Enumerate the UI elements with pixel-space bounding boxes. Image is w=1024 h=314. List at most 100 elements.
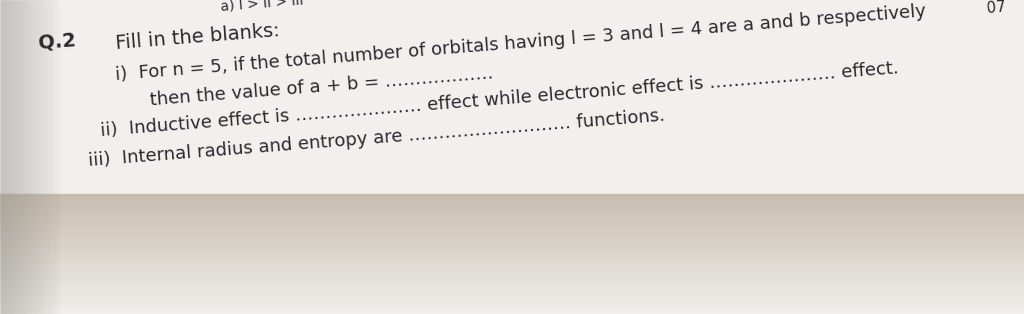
Bar bbox=[0, 299, 1024, 300]
Bar bbox=[0, 287, 1024, 288]
Bar bbox=[0, 260, 1024, 261]
Bar bbox=[0, 229, 1024, 230]
Text: a) I > II > III: a) I > II > III bbox=[220, 0, 304, 14]
Bar bbox=[0, 271, 1024, 272]
Bar bbox=[0, 307, 1024, 308]
Bar bbox=[0, 199, 1024, 200]
Bar bbox=[0, 215, 1024, 216]
Bar bbox=[0, 204, 1024, 205]
Bar bbox=[0, 228, 1024, 229]
Bar bbox=[0, 235, 1024, 236]
Bar bbox=[0, 0, 1024, 194]
Bar bbox=[0, 266, 1024, 267]
Bar bbox=[0, 282, 1024, 283]
Bar bbox=[0, 298, 1024, 299]
Bar bbox=[0, 292, 1024, 293]
Bar bbox=[0, 212, 1024, 213]
Bar bbox=[0, 216, 1024, 217]
Bar bbox=[0, 207, 1024, 208]
Bar bbox=[0, 240, 1024, 241]
Bar bbox=[0, 217, 1024, 218]
Bar bbox=[0, 283, 1024, 284]
Bar bbox=[0, 269, 1024, 270]
Bar bbox=[0, 208, 1024, 209]
Bar bbox=[0, 206, 1024, 207]
Bar bbox=[0, 267, 1024, 268]
Bar bbox=[0, 296, 1024, 297]
Bar bbox=[0, 312, 1024, 313]
Bar bbox=[0, 200, 1024, 201]
Bar bbox=[0, 244, 1024, 245]
Text: ii)  Inductive effect is ………………… effect while electronic effect is ………………… effec: ii) Inductive effect is ………………… effect w… bbox=[100, 59, 899, 140]
Bar bbox=[0, 221, 1024, 222]
Bar bbox=[0, 223, 1024, 224]
Bar bbox=[0, 313, 1024, 314]
Bar bbox=[0, 201, 1024, 202]
Bar bbox=[0, 211, 1024, 212]
Bar bbox=[0, 224, 1024, 225]
Text: 07: 07 bbox=[986, 0, 1007, 16]
Bar bbox=[0, 219, 1024, 220]
Bar bbox=[0, 259, 1024, 260]
Bar bbox=[0, 195, 1024, 196]
Bar bbox=[0, 305, 1024, 306]
Bar bbox=[0, 257, 1024, 258]
Bar bbox=[0, 220, 1024, 221]
Bar bbox=[0, 237, 1024, 238]
Bar bbox=[0, 230, 1024, 231]
Bar bbox=[0, 231, 1024, 232]
Bar bbox=[0, 226, 1024, 227]
Bar bbox=[0, 262, 1024, 263]
Bar bbox=[0, 261, 1024, 262]
Bar bbox=[0, 291, 1024, 292]
Bar bbox=[0, 255, 1024, 256]
Bar bbox=[0, 253, 1024, 254]
Bar bbox=[0, 284, 1024, 285]
Bar bbox=[0, 304, 1024, 305]
Bar bbox=[0, 303, 1024, 304]
Bar bbox=[0, 268, 1024, 269]
Bar bbox=[0, 198, 1024, 199]
Bar bbox=[0, 252, 1024, 253]
Bar bbox=[0, 202, 1024, 203]
Bar bbox=[0, 301, 1024, 302]
Bar bbox=[0, 251, 1024, 252]
Bar bbox=[0, 249, 1024, 250]
Bar bbox=[0, 294, 1024, 295]
Bar bbox=[0, 209, 1024, 210]
Bar bbox=[0, 302, 1024, 303]
Bar bbox=[0, 238, 1024, 239]
Bar bbox=[0, 286, 1024, 287]
Bar bbox=[0, 250, 1024, 251]
Bar bbox=[0, 256, 1024, 257]
Bar bbox=[0, 280, 1024, 281]
Bar bbox=[0, 276, 1024, 277]
Bar bbox=[0, 300, 1024, 301]
Bar bbox=[0, 243, 1024, 244]
Bar bbox=[0, 310, 1024, 311]
Bar bbox=[0, 258, 1024, 259]
Bar bbox=[0, 239, 1024, 240]
Text: i)  For n = 5, if the total number of orbitals having l = 3 and l = 4 are a and : i) For n = 5, if the total number of orb… bbox=[115, 2, 927, 84]
Bar bbox=[0, 225, 1024, 226]
Text: Fill in the blanks:: Fill in the blanks: bbox=[115, 21, 281, 53]
Text: iii)  Internal radius and entropy are ……………………… functions.: iii) Internal radius and entropy are ………… bbox=[88, 107, 666, 170]
Bar bbox=[0, 311, 1024, 312]
Bar bbox=[0, 222, 1024, 223]
Bar bbox=[0, 288, 1024, 289]
Bar bbox=[0, 281, 1024, 282]
Bar bbox=[0, 263, 1024, 264]
Bar bbox=[0, 227, 1024, 228]
Bar bbox=[0, 194, 1024, 195]
Bar bbox=[0, 290, 1024, 291]
Bar bbox=[0, 306, 1024, 307]
Bar bbox=[0, 203, 1024, 204]
Bar bbox=[0, 218, 1024, 219]
Bar bbox=[0, 254, 1024, 255]
Bar bbox=[0, 197, 1024, 198]
Bar bbox=[0, 279, 1024, 280]
Bar bbox=[0, 245, 1024, 246]
Bar bbox=[0, 285, 1024, 286]
Bar bbox=[0, 293, 1024, 294]
Bar bbox=[0, 242, 1024, 243]
